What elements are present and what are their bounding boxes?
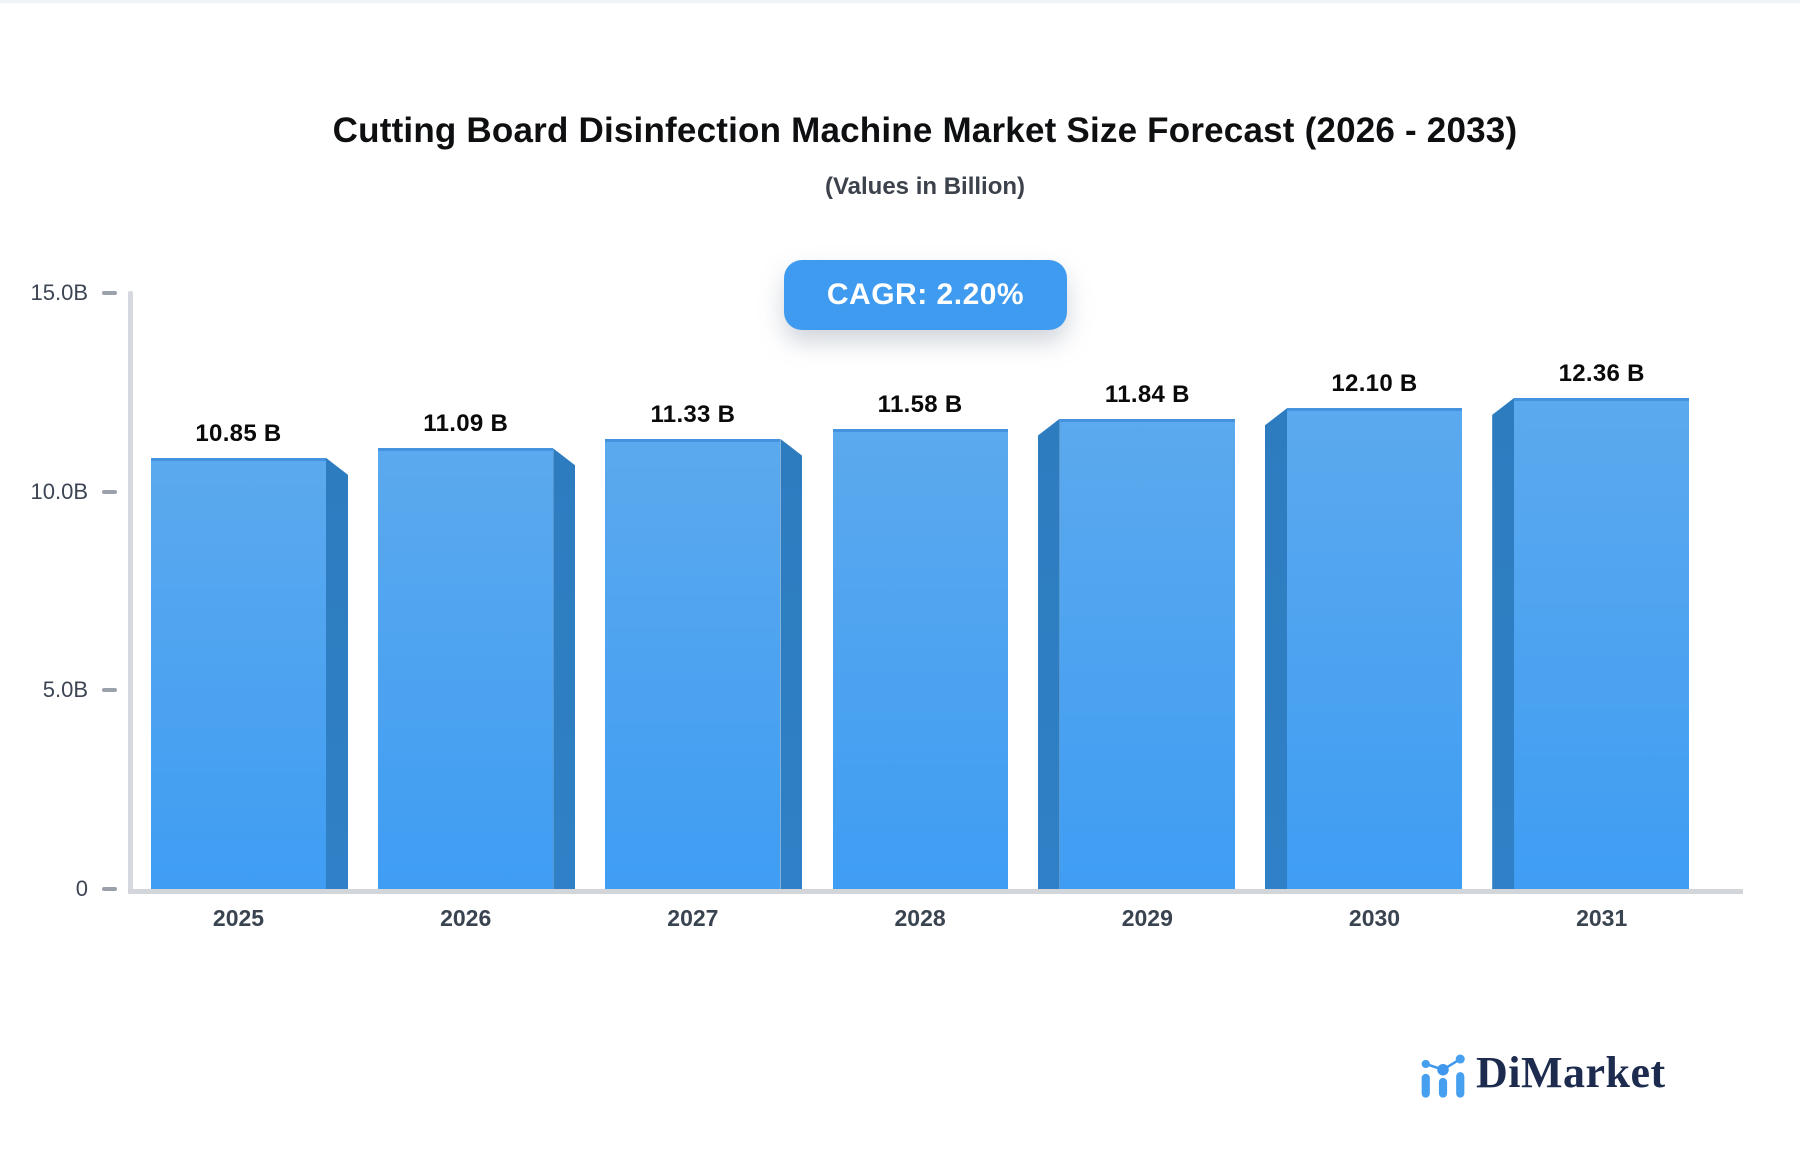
cagr-badge-label: CAGR: 2.20% xyxy=(826,278,1025,311)
chart-header: Cutting Board Disinfection Machine Marke… xyxy=(50,3,1800,201)
page-title: Cutting Board Disinfection Machine Marke… xyxy=(332,111,1518,150)
cagr-badge: CAGR: 2.20% xyxy=(784,260,1067,330)
bar-value-label: 11.84 B xyxy=(1104,380,1190,408)
bar-3d-side xyxy=(553,448,576,889)
bar xyxy=(151,457,326,889)
bar-3d-side xyxy=(1492,397,1515,889)
y-axis-tick-label: 5.0B xyxy=(42,677,88,703)
brand-logo: DiMarket xyxy=(1420,1047,1666,1098)
bar xyxy=(1059,418,1235,889)
bar xyxy=(605,438,781,889)
bar-3d-side xyxy=(326,457,348,889)
x-axis-line xyxy=(128,889,1743,894)
bar-value-label: 12.36 B xyxy=(1558,359,1645,387)
x-axis-category-label: 2026 xyxy=(440,905,492,931)
bar-3d-side xyxy=(780,438,803,889)
y-axis-tick-mark xyxy=(102,291,117,296)
x-axis-category-label: 2025 xyxy=(212,905,265,931)
bar-value-label: 11.33 B xyxy=(650,400,736,428)
x-axis-category-label: 2031 xyxy=(1576,905,1628,931)
bar-value-label: 12.10 B xyxy=(1331,370,1418,398)
bar xyxy=(832,428,1008,889)
bar-chart-logo-icon xyxy=(1421,1054,1465,1098)
bar-3d-side xyxy=(1037,418,1060,889)
y-axis-line xyxy=(128,291,133,893)
bar-value-label: 11.09 B xyxy=(423,410,509,438)
x-axis-category-label: 2028 xyxy=(894,905,946,931)
bar-3d-side xyxy=(1265,408,1287,889)
y-axis-tick-mark xyxy=(102,887,117,891)
y-axis-tick-label: 15.0B xyxy=(30,280,89,306)
y-axis-tick-label: 0 xyxy=(75,876,88,901)
bar-value-label: 11.58 B xyxy=(877,390,963,418)
bar-value-label: 10.85 B xyxy=(195,419,282,447)
y-axis-tick-mark xyxy=(102,489,117,494)
y-axis-tick-label: 10.0B xyxy=(30,478,89,504)
bar xyxy=(1514,397,1690,889)
x-axis-category-label: 2027 xyxy=(667,905,719,931)
y-axis-tick-mark xyxy=(102,688,117,693)
x-axis-category-label: 2029 xyxy=(1121,905,1173,931)
bar xyxy=(378,448,554,889)
bar xyxy=(1287,408,1462,889)
page-subtitle: (Values in Billion) xyxy=(824,173,1026,200)
brand-logo-text: DiMarket xyxy=(1476,1048,1666,1097)
x-axis-category-label: 2030 xyxy=(1348,905,1401,931)
